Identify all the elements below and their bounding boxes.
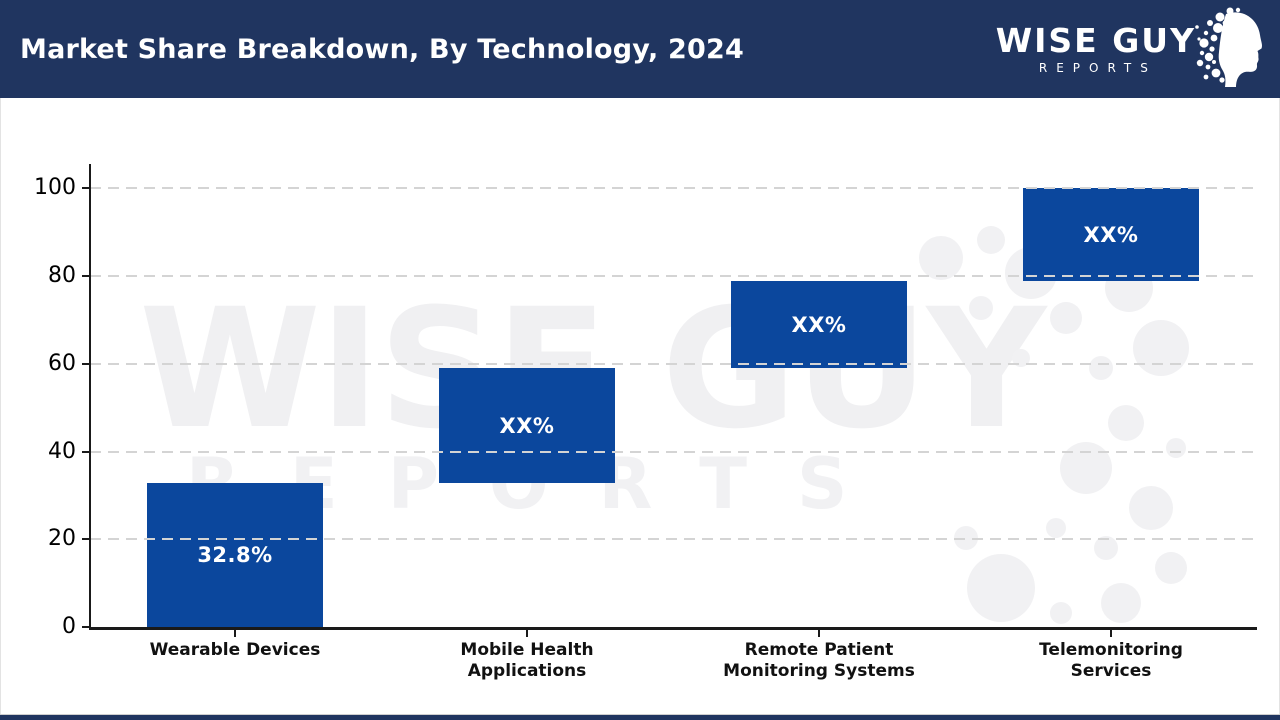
logo-text: WISE GUY REPORTS (995, 20, 1196, 75)
bar-value-label: 32.8% (197, 543, 273, 568)
x-axis-tick (818, 630, 820, 637)
grid-line (90, 187, 1257, 190)
bar-segment: 32.8% (147, 483, 323, 627)
x-category-label: Mobile Health Applications (460, 640, 594, 681)
grid-line (90, 362, 1257, 365)
y-axis-tick (82, 450, 89, 453)
bottom-accent-bar (0, 715, 1280, 720)
bar-value-label: XX% (1083, 222, 1139, 247)
divider (0, 714, 1280, 715)
x-axis-tick (526, 630, 528, 637)
logo: WISE GUY REPORTS (996, 7, 1266, 91)
y-axis-tick (82, 275, 89, 277)
y-axis-tick (82, 362, 89, 365)
y-tick-label: 100 (34, 175, 76, 201)
bar-value-label: XX% (499, 413, 555, 438)
logo-wordmark: WISE GUY (995, 20, 1196, 60)
header: Market Share Breakdown, By Technology, 2… (0, 0, 1280, 98)
x-category-label: Telemonitoring Services (1039, 640, 1183, 681)
x-axis-tick (1110, 630, 1112, 637)
bar-value-label: XX% (791, 312, 847, 337)
y-tick-label: 40 (48, 438, 76, 464)
page-title: Market Share Breakdown, By Technology, 2… (20, 33, 745, 65)
x-category-label: Wearable Devices (149, 640, 321, 660)
bar-segment: XX% (1023, 188, 1199, 282)
logo-subtitle: REPORTS (1038, 60, 1157, 75)
grid-line (90, 450, 1257, 453)
plot-region: 0 20 40 60 80 100 32.8% Wearable Devices XX% Mobi… (1, 98, 1279, 714)
y-axis-tick (82, 187, 89, 190)
y-tick-label: 0 (62, 614, 76, 639)
y-tick-label: 60 (48, 350, 76, 376)
grid-line (90, 538, 1257, 541)
y-tick-label: 80 (48, 263, 76, 288)
y-tick-label: 20 (48, 526, 76, 552)
bar-segment: XX% (731, 281, 907, 369)
bar-segment: XX% (439, 368, 615, 484)
x-axis-tick (234, 630, 236, 637)
y-axis-tick (82, 538, 89, 541)
y-axis-line (89, 164, 91, 630)
x-axis-line (89, 627, 1257, 630)
logo-head-icon (1195, 7, 1263, 87)
grid-line (90, 275, 1257, 277)
y-axis-tick (82, 626, 89, 628)
x-category-label: Remote Patient Monitoring Systems (723, 640, 915, 681)
chart-area: WISE GUY REPORTS 0 20 40 60 80 100 32 (0, 98, 1280, 714)
